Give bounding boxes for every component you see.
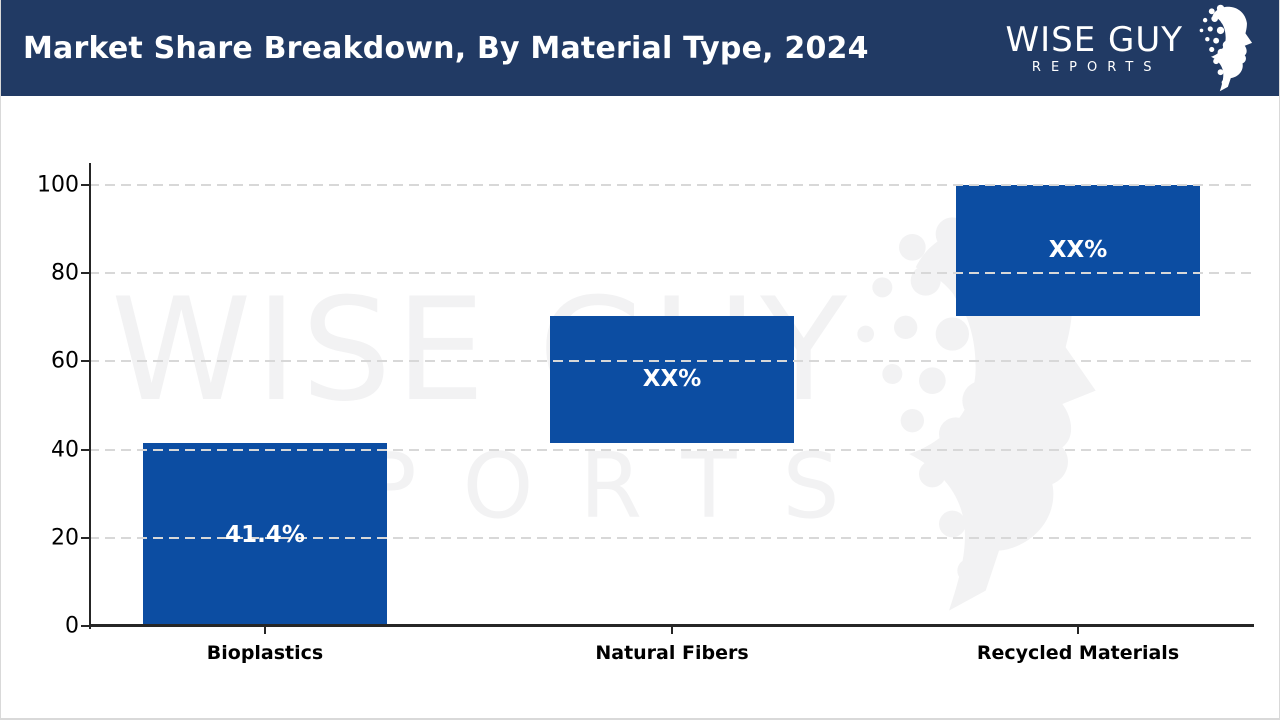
y-tick-0 [81, 625, 89, 627]
bar-recycled-materials [956, 185, 1200, 316]
page-title: Market Share Breakdown, By Material Type… [23, 30, 869, 66]
bar-natural-fibers [550, 315, 794, 444]
category-label-recycled-materials: Recycled Materials [976, 642, 1180, 664]
y-tick-100 [81, 184, 89, 186]
y-tick-60 [81, 360, 89, 363]
y-tick-label: 100 [37, 172, 79, 198]
y-tick-label: 80 [51, 260, 79, 286]
bar-value-label: XX% [1048, 237, 1108, 264]
y-tick-label: 0 [65, 613, 79, 639]
gridline-40 [89, 448, 1254, 451]
logo-line1: WISE GUY [1005, 19, 1183, 60]
y-tick-label: 20 [51, 525, 79, 551]
y-tick-label: 40 [51, 437, 79, 463]
bar-value-label: 41.4% [225, 521, 305, 548]
bar-bioplastics [143, 443, 387, 626]
wiseguy-face-icon [1179, 4, 1265, 92]
header: Market Share Breakdown, By Material Type… [1, 0, 1279, 96]
gridline-80 [89, 272, 1254, 275]
logo-wordmark: WISE GUY REPORTS [1005, 23, 1183, 74]
category-label-natural-fibers: Natural Fibers [595, 642, 749, 664]
y-tick-label: 60 [51, 348, 79, 374]
bar-value-label: XX% [642, 366, 702, 393]
x-tick-2 [671, 627, 673, 634]
y-axis-spine [89, 163, 91, 629]
category-label-bioplastics: Bioplastics [206, 642, 324, 664]
bar-chart: WISE GUY REPORTS 41.4% XX% XX% 0 20 40 60 80 100… [1, 96, 1279, 718]
gridline-60 [89, 360, 1254, 363]
x-axis-spine [89, 624, 1254, 627]
logo-line2: REPORTS [1031, 59, 1162, 75]
wiseguy-logo: WISE GUY REPORTS [1005, 4, 1265, 92]
gridline-20 [89, 536, 1254, 539]
x-tick-3 [1077, 627, 1079, 634]
y-tick-40 [81, 448, 89, 451]
y-tick-20 [81, 536, 89, 539]
x-tick-1 [264, 627, 266, 634]
gridline-100 [89, 184, 1254, 186]
y-tick-80 [81, 272, 89, 275]
